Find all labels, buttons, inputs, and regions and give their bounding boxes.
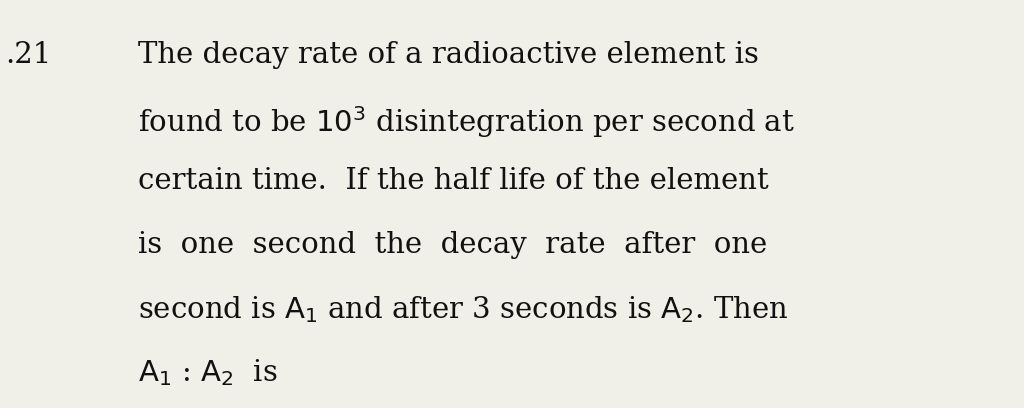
Text: $\mathrm{A_1}$ : $\mathrm{A_2}$  is: $\mathrm{A_1}$ : $\mathrm{A_2}$ is	[138, 357, 278, 388]
Text: certain time.  If the half life of the element: certain time. If the half life of the el…	[138, 167, 769, 195]
Text: second is $\mathrm{A_1}$ and after 3 seconds is $\mathrm{A_2}$. Then: second is $\mathrm{A_1}$ and after 3 sec…	[138, 294, 788, 324]
Text: .21: .21	[5, 41, 51, 69]
Text: The decay rate of a radioactive element is: The decay rate of a radioactive element …	[138, 41, 759, 69]
Text: is  one  second  the  decay  rate  after  one: is one second the decay rate after one	[138, 231, 768, 259]
Text: found to be $10^3$ disintegration per second at: found to be $10^3$ disintegration per se…	[138, 104, 795, 140]
